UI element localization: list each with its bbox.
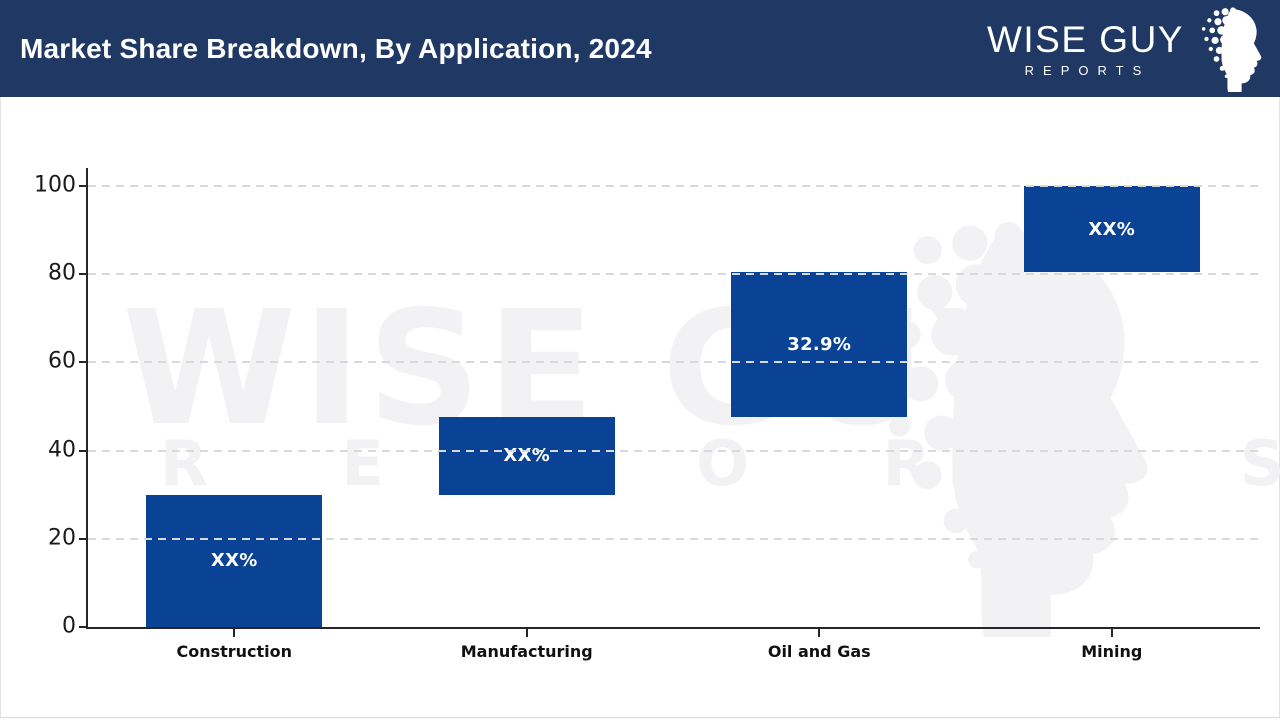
y-axis-spine bbox=[86, 168, 88, 629]
x-tick-mark bbox=[233, 629, 236, 637]
brand-subname: REPORTS bbox=[1024, 62, 1151, 78]
left-border-line bbox=[0, 97, 1, 717]
brand-name: WISE GUY bbox=[986, 19, 1184, 61]
y-tick-label: 60 bbox=[48, 348, 76, 374]
x-category-label: Oil and Gas bbox=[767, 642, 871, 661]
x-category-label: Mining bbox=[1081, 642, 1143, 661]
x-category-label: Manufacturing bbox=[460, 642, 593, 661]
y-tick-label: 80 bbox=[48, 260, 76, 286]
y-tick-mark bbox=[79, 449, 87, 452]
x-tick-mark bbox=[525, 629, 528, 637]
plot-area: XX% XX% 32.9% XX% bbox=[79, 185, 1258, 637]
x-axis-spine bbox=[86, 627, 1260, 629]
bar-oil-and-gas: 32.9% bbox=[731, 272, 908, 418]
x-category-label: Construction bbox=[176, 642, 293, 661]
dotted-head-profile-icon bbox=[1201, 6, 1262, 92]
y-tick-mark bbox=[79, 626, 87, 628]
y-tick-mark bbox=[79, 537, 87, 540]
brand-wordmark: WISE GUY REPORTS bbox=[986, 19, 1184, 78]
y-tick-mark bbox=[79, 273, 87, 276]
bottom-border-line bbox=[0, 717, 1280, 718]
y-tick-label: 20 bbox=[48, 525, 76, 551]
page-title: Market Share Breakdown, By Application, … bbox=[20, 32, 652, 64]
gridline bbox=[88, 185, 1258, 187]
bar-manufacturing: XX% bbox=[438, 417, 615, 495]
bar-value-label: XX% bbox=[1088, 218, 1136, 240]
y-axis: 0 20 40 60 80 100 bbox=[0, 173, 78, 639]
bar-construction: XX% bbox=[146, 494, 323, 627]
y-tick-label: 100 bbox=[34, 172, 76, 198]
y-tick-label: 0 bbox=[62, 613, 76, 639]
header-band: Market Share Breakdown, By Application, … bbox=[0, 0, 1280, 97]
gridline bbox=[88, 273, 1258, 276]
y-tick-mark bbox=[79, 361, 87, 364]
bar-value-label: 32.9% bbox=[787, 334, 852, 356]
brand-logo: WISE GUY REPORTS bbox=[987, 0, 1266, 97]
y-tick-label: 40 bbox=[48, 437, 76, 463]
x-tick-mark bbox=[818, 629, 821, 637]
bar-value-label: XX% bbox=[503, 445, 551, 467]
x-tick-mark bbox=[1110, 629, 1113, 637]
y-tick-mark bbox=[79, 185, 87, 187]
x-axis-labels: Construction Manufacturing Oil and Gas Mini… bbox=[88, 642, 1258, 666]
gridline bbox=[88, 449, 1258, 452]
bar-value-label: XX% bbox=[210, 550, 258, 572]
gridline bbox=[88, 361, 1258, 364]
gridline bbox=[88, 537, 1258, 540]
bar-mining: XX% bbox=[1023, 186, 1200, 272]
